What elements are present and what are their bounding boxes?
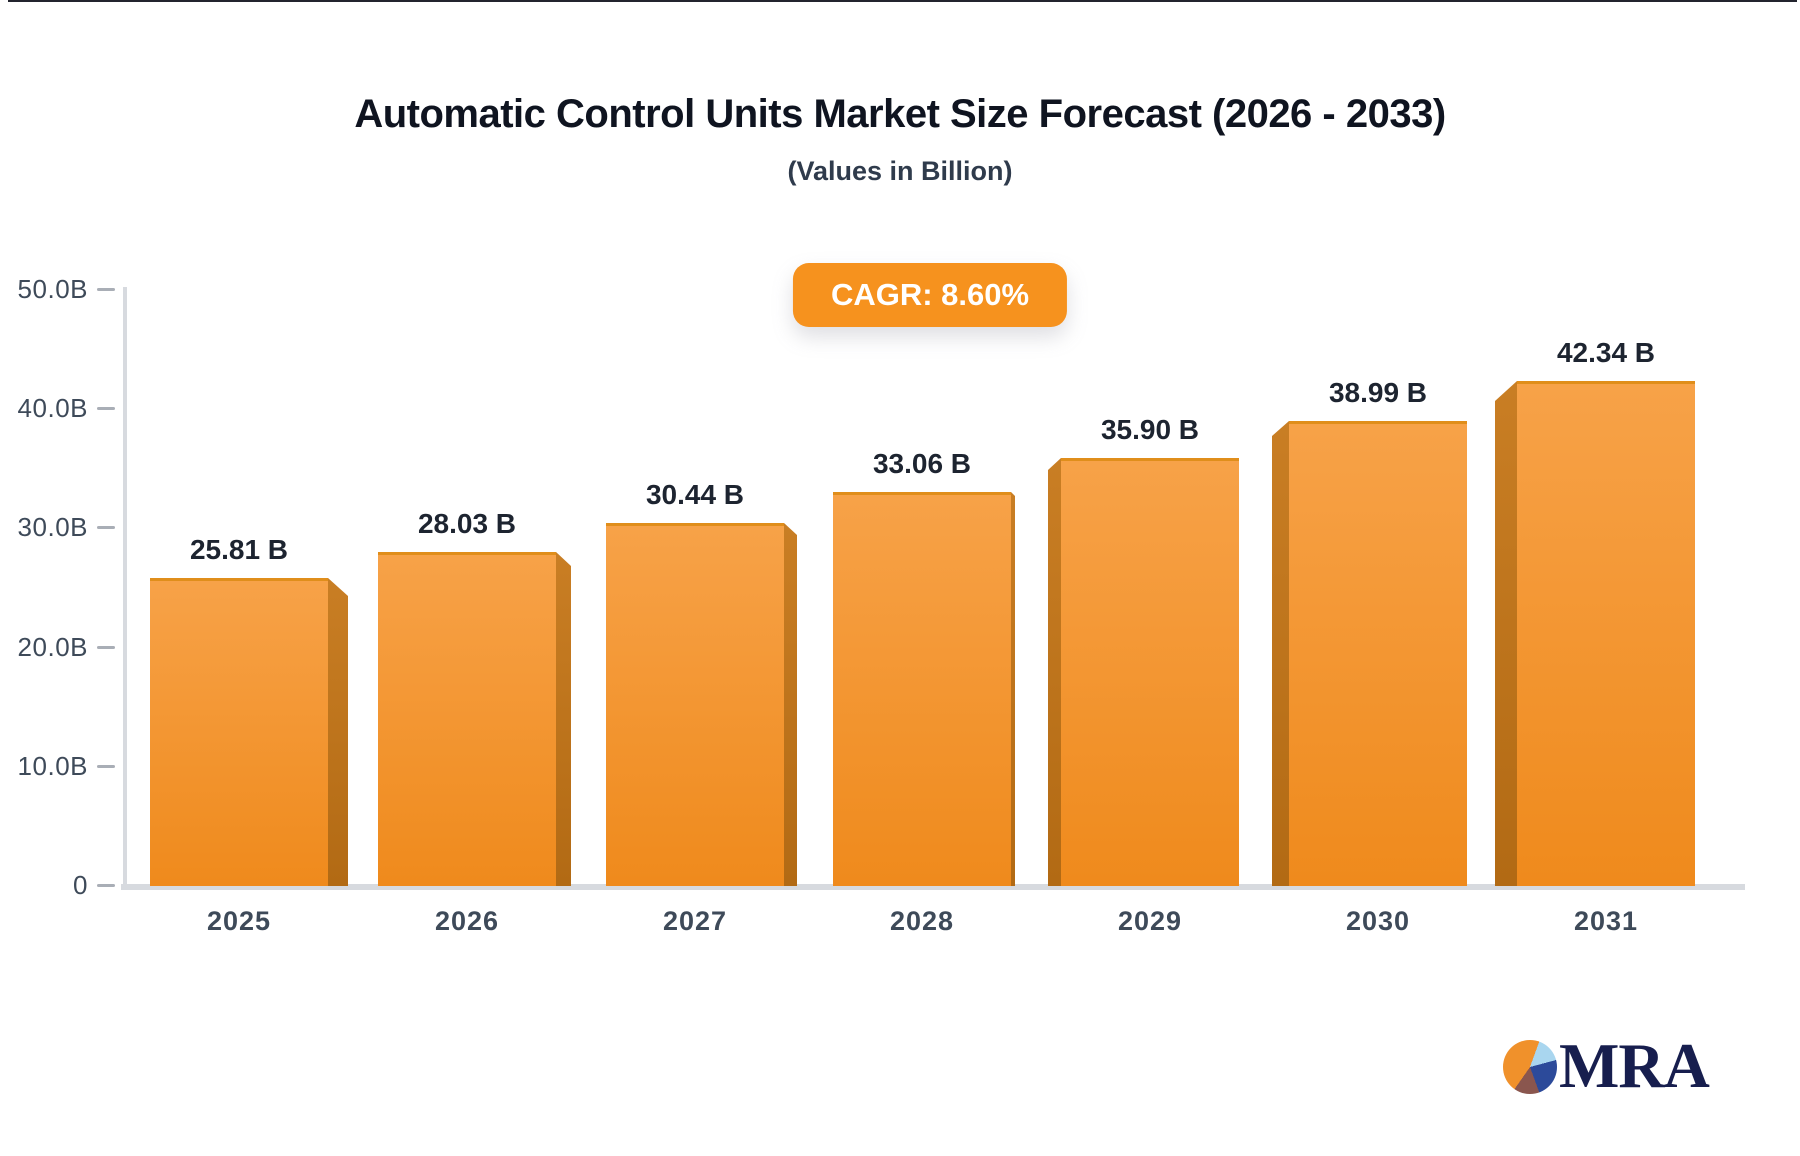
x-axis-line bbox=[121, 884, 1745, 890]
y-axis-tick-30.0B bbox=[97, 526, 115, 529]
x-axis-label-2030: 2030 bbox=[1345, 906, 1411, 936]
y-axis-label-20.0B: 20.0B bbox=[17, 632, 88, 662]
x-axis-label-2026: 2026 bbox=[434, 906, 500, 936]
cagr-badge: CAGR: 8.60% bbox=[792, 263, 1068, 327]
bar-2030 bbox=[1289, 421, 1467, 886]
y-axis-tick-10.0B bbox=[97, 765, 115, 768]
bar-2027 bbox=[606, 523, 784, 886]
y-axis-line bbox=[123, 287, 127, 889]
x-axis-label-2029: 2029 bbox=[1117, 906, 1183, 936]
x-axis-label-2025: 2025 bbox=[206, 906, 272, 936]
bar-2025 bbox=[150, 578, 328, 886]
bar-value-label-2031: 42.34 B bbox=[1556, 337, 1656, 368]
bar-side-face-2030 bbox=[1272, 421, 1289, 886]
bar-side-face-2028 bbox=[1011, 492, 1015, 886]
bar-value-label-2025: 25.81 B bbox=[189, 534, 289, 565]
y-axis-label-0: 0 bbox=[73, 870, 88, 900]
y-axis-tick-20.0B bbox=[97, 646, 115, 649]
x-axis-label-2031: 2031 bbox=[1573, 906, 1639, 936]
bar-2029 bbox=[1061, 458, 1239, 886]
chart-subtitle: (Values in Billion) bbox=[787, 156, 1013, 186]
bar-value-label-2028: 33.06 B bbox=[872, 448, 972, 479]
bar-2026 bbox=[378, 552, 556, 886]
y-axis-label-50.0B: 50.0B bbox=[17, 274, 88, 304]
bar-side-face-2027 bbox=[784, 523, 797, 886]
bar-value-label-2029: 35.90 B bbox=[1100, 414, 1200, 445]
logo-text: MRA bbox=[1559, 1030, 1710, 1101]
bar-value-label-2026: 28.03 B bbox=[417, 508, 517, 539]
bar-side-face-2029 bbox=[1048, 458, 1061, 886]
y-axis-label-30.0B: 30.0B bbox=[17, 512, 88, 542]
bar-side-face-2025 bbox=[328, 578, 348, 886]
bar-value-label-2027: 30.44 B bbox=[645, 479, 745, 510]
chart-title: Automatic Control Units Market Size Fore… bbox=[354, 92, 1446, 136]
mra-logo: MRA bbox=[1495, 1030, 1725, 1110]
y-axis-tick-0 bbox=[97, 884, 115, 887]
y-axis-tick-50.0B bbox=[97, 288, 115, 291]
bar-2031 bbox=[1517, 381, 1695, 886]
y-axis-tick-40.0B bbox=[97, 407, 115, 410]
y-axis-label-10.0B: 10.0B bbox=[17, 751, 88, 781]
x-axis-label-2028: 2028 bbox=[889, 906, 955, 936]
x-axis-label-2027: 2027 bbox=[662, 906, 728, 936]
bar-value-label-2030: 38.99 B bbox=[1328, 377, 1428, 408]
top-edge-line bbox=[8, 0, 1797, 2]
bar-side-face-2031 bbox=[1495, 381, 1517, 886]
bar-side-face-2026 bbox=[556, 552, 571, 886]
bar-2028 bbox=[833, 492, 1011, 886]
y-axis-label-40.0B: 40.0B bbox=[17, 393, 88, 423]
pie-chart-icon bbox=[1503, 1040, 1557, 1094]
